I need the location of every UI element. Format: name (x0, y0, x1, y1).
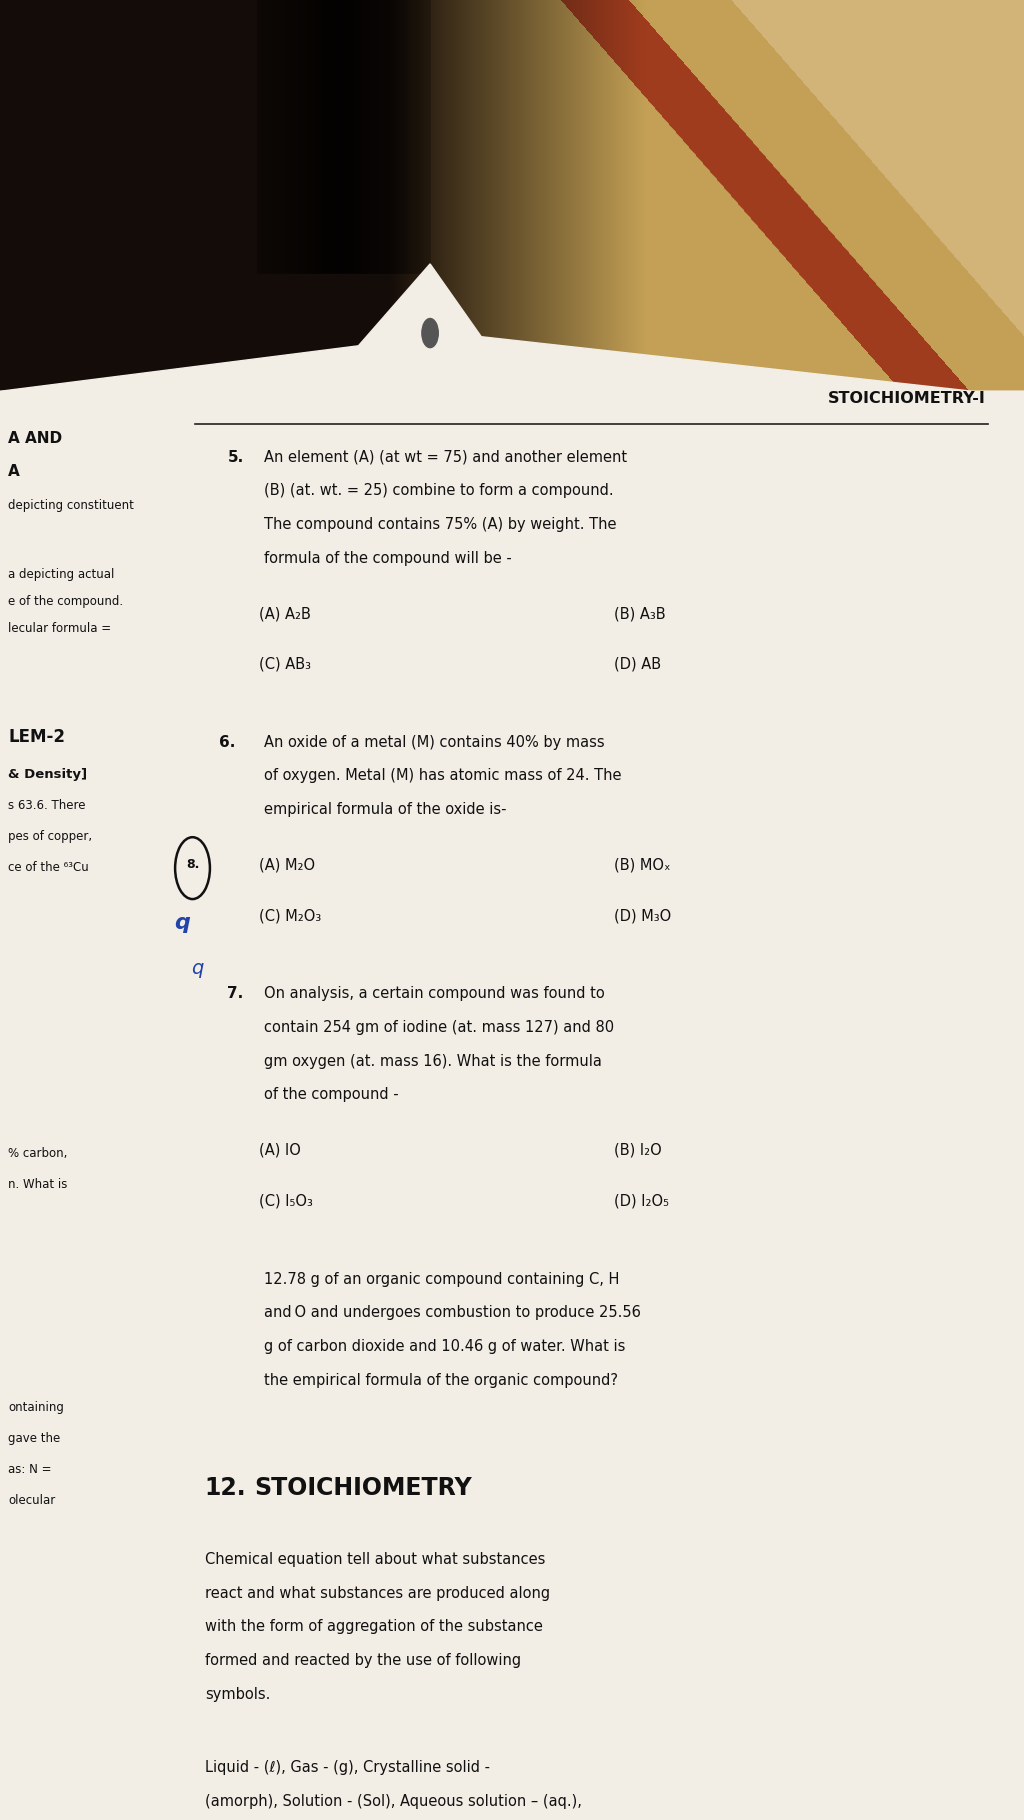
Text: (amorph), Solution - (Sol), Aqueous solution – (aq.),: (amorph), Solution - (Sol), Aqueous solu… (205, 1795, 582, 1809)
Text: of oxygen. Metal (M) has atomic mass of 24. The: of oxygen. Metal (M) has atomic mass of … (264, 768, 622, 783)
Text: formula of the compound will be -: formula of the compound will be - (264, 550, 512, 566)
Text: as: N =: as: N = (8, 1463, 51, 1476)
Text: % carbon,: % carbon, (8, 1147, 68, 1159)
Text: The compound contains 75% (A) by weight. The: The compound contains 75% (A) by weight.… (264, 517, 616, 531)
Text: s 63.6. There: s 63.6. There (8, 799, 86, 812)
Text: 6.: 6. (219, 735, 236, 750)
Text: n. What is: n. What is (8, 1178, 68, 1190)
Text: and O and undergoes combustion to produce 25.56: and O and undergoes combustion to produc… (264, 1305, 641, 1320)
Text: (D) M₃O: (D) M₃O (614, 908, 672, 923)
Bar (985, 391, 1024, 1820)
Bar (0, 391, 1024, 1820)
Text: (B) I₂O: (B) I₂O (614, 1143, 663, 1158)
Text: & Density]: & Density] (8, 768, 87, 781)
Circle shape (422, 318, 438, 348)
Text: e of the compound.: e of the compound. (8, 595, 123, 608)
Text: symbols.: symbols. (205, 1687, 270, 1702)
Text: g of carbon dioxide and 10.46 g of water. What is: g of carbon dioxide and 10.46 g of water… (264, 1340, 626, 1354)
Text: (C) M₂O₃: (C) M₂O₃ (259, 908, 322, 923)
Text: the empirical formula of the organic compound?: the empirical formula of the organic com… (264, 1372, 618, 1387)
Text: with the form of aggregation of the substance: with the form of aggregation of the subs… (205, 1620, 543, 1634)
Text: q: q (191, 959, 204, 977)
Text: LEM-2: LEM-2 (8, 728, 66, 746)
Text: STOICHIOMETRY: STOICHIOMETRY (254, 1476, 472, 1500)
Text: (A) IO: (A) IO (259, 1143, 301, 1158)
Text: (B) A₃B: (B) A₃B (614, 606, 666, 621)
Text: formed and reacted by the use of following: formed and reacted by the use of followi… (205, 1653, 521, 1667)
Text: (B) MOₓ: (B) MOₓ (614, 857, 671, 872)
Text: An element (A) (at wt = 75) and another element: An element (A) (at wt = 75) and another … (264, 450, 628, 464)
Text: lecular formula =: lecular formula = (8, 622, 112, 635)
Text: 12.: 12. (205, 1476, 247, 1500)
Polygon shape (0, 264, 1024, 1820)
Text: empirical formula of the oxide is-: empirical formula of the oxide is- (264, 803, 507, 817)
Text: A AND: A AND (8, 431, 62, 446)
Text: ce of the ⁶³Cu: ce of the ⁶³Cu (8, 861, 89, 874)
Text: (C) I₅O₃: (C) I₅O₃ (259, 1194, 313, 1208)
Text: STOICHIOMETRY-I: STOICHIOMETRY-I (828, 391, 986, 406)
Text: 7.: 7. (227, 986, 244, 1001)
Text: q: q (174, 914, 190, 932)
Text: of the compound -: of the compound - (264, 1087, 398, 1103)
Text: depicting constituent: depicting constituent (8, 499, 134, 511)
Text: (D) I₂O₅: (D) I₂O₅ (614, 1194, 670, 1208)
Text: (A) A₂B: (A) A₂B (259, 606, 311, 621)
Text: gave the: gave the (8, 1432, 60, 1445)
Text: (B) (at. wt. = 25) combine to form a compound.: (B) (at. wt. = 25) combine to form a com… (264, 484, 613, 499)
Text: olecular: olecular (8, 1494, 55, 1507)
Text: a depicting actual: a depicting actual (8, 568, 115, 581)
Text: 8.: 8. (185, 857, 200, 872)
Text: react and what substances are produced along: react and what substances are produced a… (205, 1585, 550, 1600)
Text: (A) M₂O: (A) M₂O (259, 857, 315, 872)
Text: 5.: 5. (227, 450, 244, 464)
Text: ontaining: ontaining (8, 1401, 65, 1414)
Text: 12.78 g of an organic compound containing C, H: 12.78 g of an organic compound containin… (264, 1272, 620, 1287)
Text: pes of copper,: pes of copper, (8, 830, 92, 843)
Text: (C) AB₃: (C) AB₃ (259, 657, 311, 672)
Text: Chemical equation tell about what substances: Chemical equation tell about what substa… (205, 1552, 545, 1567)
Bar (0, 391, 195, 1820)
Text: Liquid - (ℓ), Gas - (g), Crystalline solid -: Liquid - (ℓ), Gas - (g), Crystalline sol… (205, 1760, 489, 1774)
Text: On analysis, a certain compound was found to: On analysis, a certain compound was foun… (264, 986, 605, 1001)
Text: contain 254 gm of iodine (at. mass 127) and 80: contain 254 gm of iodine (at. mass 127) … (264, 1019, 614, 1036)
Text: (D) AB: (D) AB (614, 657, 662, 672)
Text: A: A (8, 464, 19, 479)
Text: gm oxygen (at. mass 16). What is the formula: gm oxygen (at. mass 16). What is the for… (264, 1054, 602, 1068)
Text: An oxide of a metal (M) contains 40% by mass: An oxide of a metal (M) contains 40% by … (264, 735, 605, 750)
